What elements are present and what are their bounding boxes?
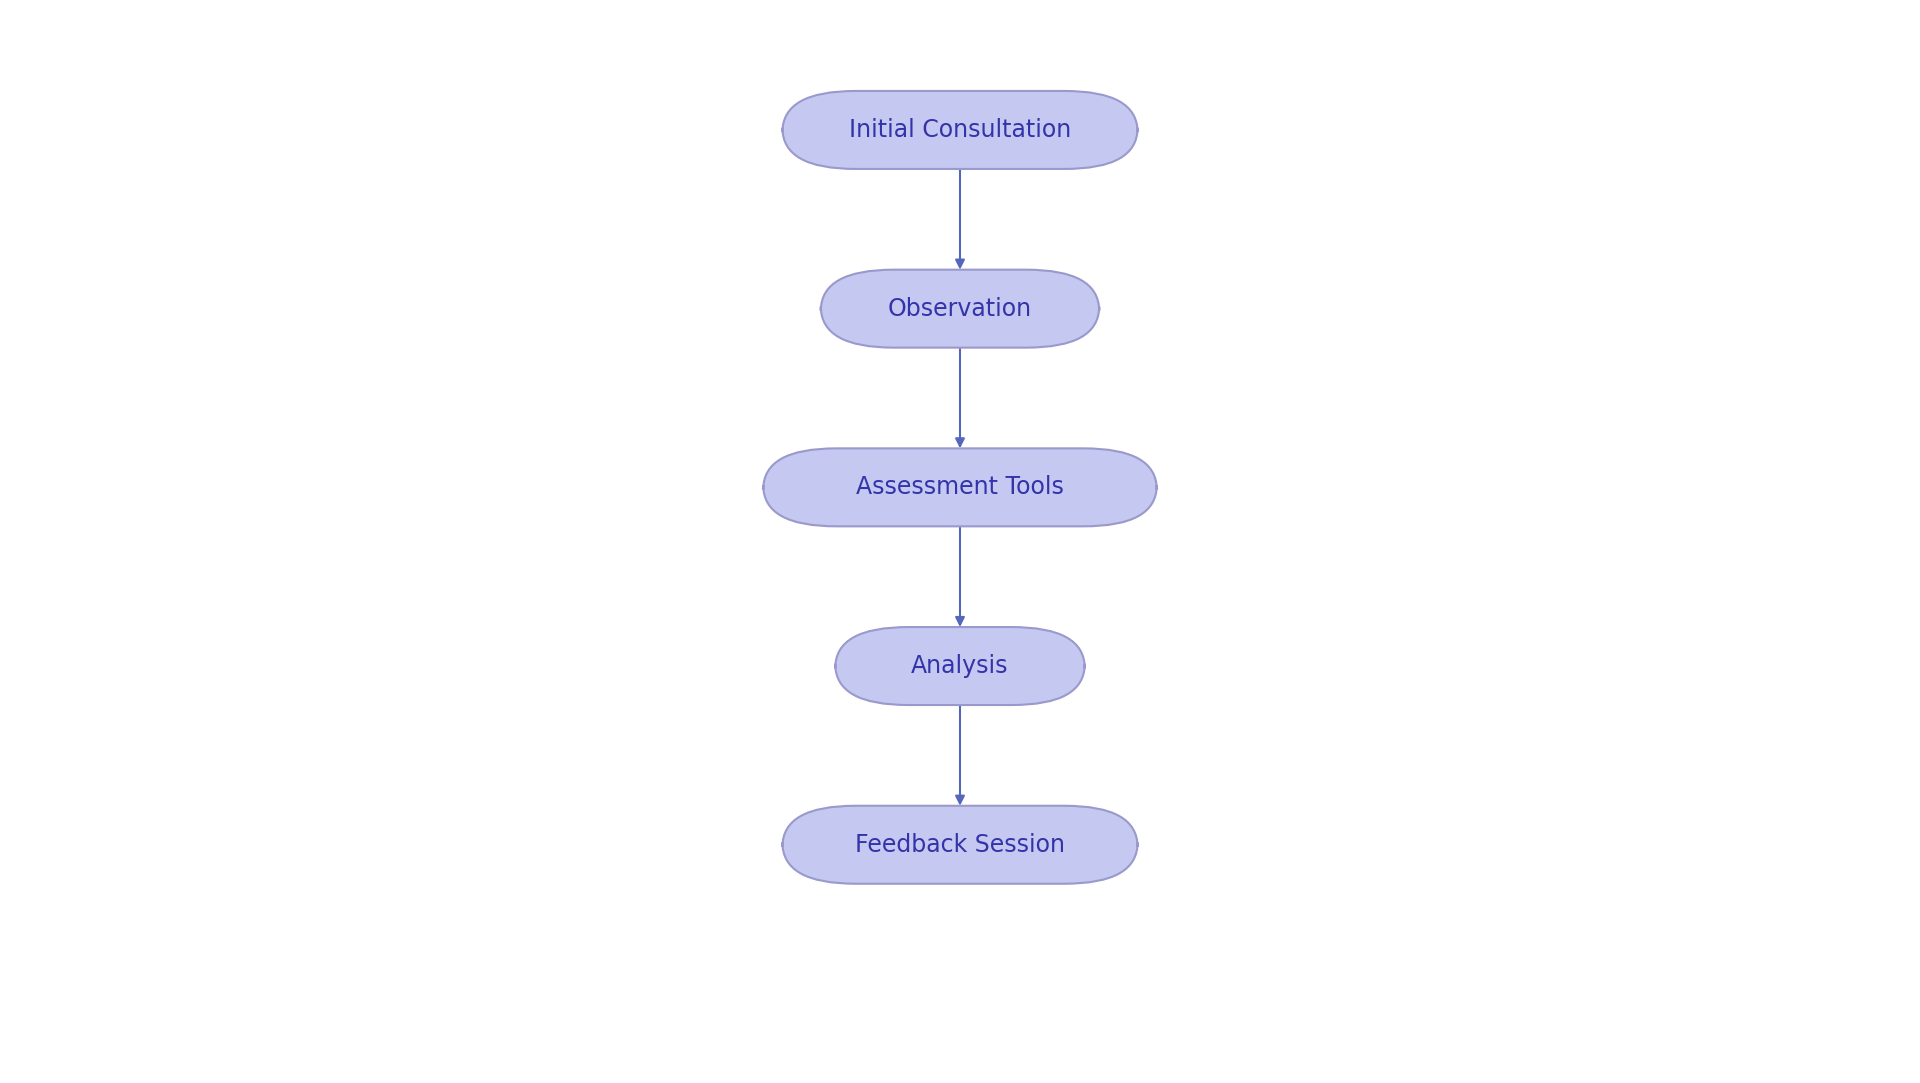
FancyBboxPatch shape: [783, 806, 1137, 884]
Text: Analysis: Analysis: [912, 654, 1008, 678]
FancyBboxPatch shape: [783, 91, 1137, 169]
Text: Observation: Observation: [887, 297, 1033, 321]
Text: Feedback Session: Feedback Session: [854, 833, 1066, 857]
FancyBboxPatch shape: [835, 627, 1085, 705]
FancyBboxPatch shape: [822, 270, 1098, 348]
Text: Assessment Tools: Assessment Tools: [856, 475, 1064, 499]
Text: Initial Consultation: Initial Consultation: [849, 118, 1071, 142]
FancyBboxPatch shape: [764, 448, 1156, 526]
